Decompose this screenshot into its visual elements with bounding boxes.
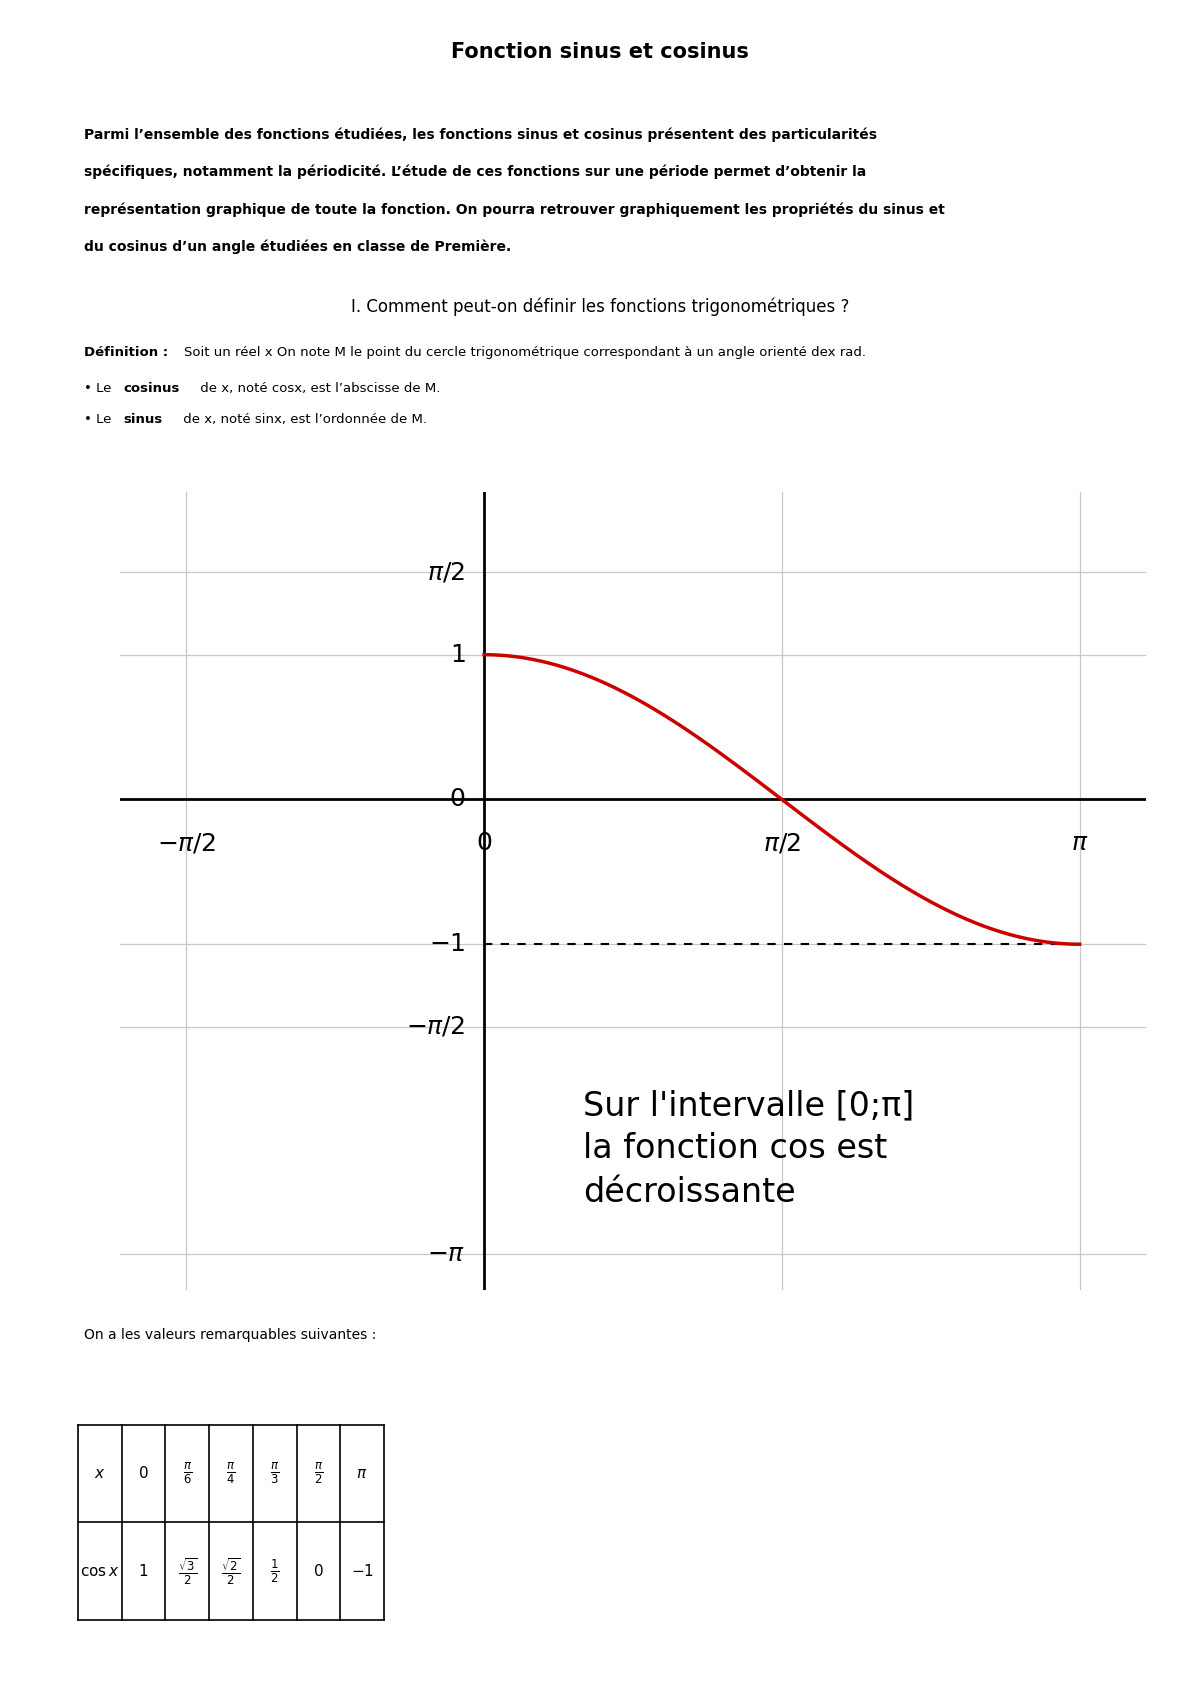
- Text: $x$: $x$: [94, 1465, 106, 1481]
- Text: $1$: $1$: [450, 642, 466, 667]
- Text: Sur l'intervalle [0;π]
la fonction cos est
décroissante: Sur l'intervalle [0;π] la fonction cos e…: [583, 1088, 914, 1209]
- Text: cosinus: cosinus: [124, 382, 180, 396]
- Text: Fonction sinus et cosinus: Fonction sinus et cosinus: [451, 42, 749, 63]
- Text: du cosinus d’un angle étudiées en classe de Première.: du cosinus d’un angle étudiées en classe…: [84, 239, 511, 255]
- Text: sinus: sinus: [124, 413, 163, 426]
- Text: $-1$: $-1$: [350, 1564, 373, 1579]
- Text: de x, noté cosx, est l’abscisse de M.: de x, noté cosx, est l’abscisse de M.: [196, 382, 440, 396]
- Text: Définition :: Définition :: [84, 346, 173, 360]
- Text: $\frac{1}{2}$: $\frac{1}{2}$: [270, 1557, 280, 1584]
- Text: spécifiques, notamment la périodicité. L’étude de ces fonctions sur une période : spécifiques, notamment la périodicité. L…: [84, 165, 866, 180]
- Text: $\pi$: $\pi$: [1070, 832, 1088, 856]
- Text: $\frac{\pi}{3}$: $\frac{\pi}{3}$: [270, 1460, 280, 1486]
- Text: $\cos x$: $\cos x$: [80, 1564, 120, 1579]
- Text: de x, noté sinx, est l’ordonnée de M.: de x, noté sinx, est l’ordonnée de M.: [179, 413, 427, 426]
- Text: Parmi l’ensemble des fonctions étudiées, les fonctions sinus et cosinus présente: Parmi l’ensemble des fonctions étudiées,…: [84, 127, 877, 143]
- Text: $\frac{\pi}{6}$: $\frac{\pi}{6}$: [182, 1460, 192, 1486]
- Text: $0$: $0$: [138, 1465, 149, 1481]
- Text: $\frac{\sqrt{2}}{2}$: $\frac{\sqrt{2}}{2}$: [222, 1555, 240, 1586]
- Text: Soit un réel x On note M le point du cercle trigonométrique correspondant à un a: Soit un réel x On note M le point du cer…: [184, 346, 865, 360]
- Text: $0$: $0$: [313, 1564, 324, 1579]
- Text: $-\pi/2$: $-\pi/2$: [157, 832, 216, 856]
- Text: $\pi/2$: $\pi/2$: [427, 560, 466, 584]
- Text: $1$: $1$: [138, 1564, 149, 1579]
- Text: $\pi/2$: $\pi/2$: [763, 832, 800, 856]
- Text: • Le: • Le: [84, 382, 115, 396]
- Text: $-\pi/2$: $-\pi/2$: [406, 1015, 466, 1039]
- Text: $-\pi$: $-\pi$: [427, 1243, 466, 1267]
- Text: $\pi$: $\pi$: [356, 1465, 368, 1481]
- Text: $0$: $0$: [449, 788, 466, 812]
- Text: On a les valeurs remarquables suivantes :: On a les valeurs remarquables suivantes …: [84, 1328, 377, 1341]
- Text: $\frac{\sqrt{3}}{2}$: $\frac{\sqrt{3}}{2}$: [178, 1555, 197, 1586]
- Text: • Le: • Le: [84, 413, 115, 426]
- Text: $-1$: $-1$: [428, 932, 466, 956]
- Text: I. Comment peut-on définir les fonctions trigonométriques ?: I. Comment peut-on définir les fonctions…: [350, 297, 850, 316]
- Text: $\frac{\pi}{2}$: $\frac{\pi}{2}$: [313, 1460, 323, 1486]
- Text: $\frac{\pi}{4}$: $\frac{\pi}{4}$: [227, 1460, 235, 1486]
- Text: $0$: $0$: [476, 832, 492, 856]
- Text: représentation graphique de toute la fonction. On pourra retrouver graphiquement: représentation graphique de toute la fon…: [84, 202, 944, 217]
